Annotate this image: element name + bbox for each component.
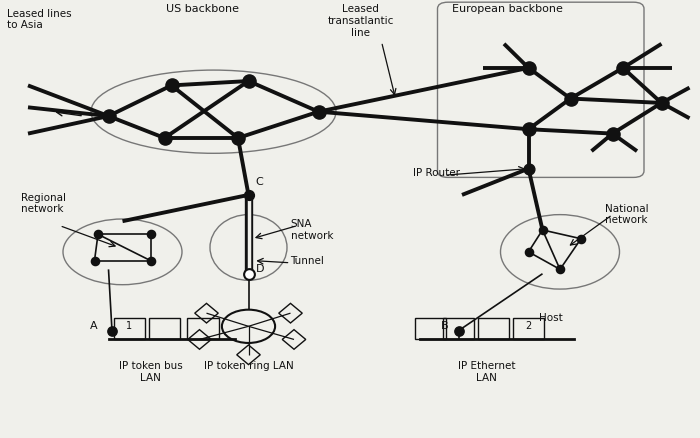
Point: [89, 257, 100, 264]
Point: [453, 327, 464, 334]
Point: [243, 270, 254, 277]
Bar: [443, 318, 475, 339]
Text: C: C: [256, 177, 263, 187]
Point: [617, 64, 629, 71]
Bar: [148, 318, 181, 339]
Text: US backbone: US backbone: [167, 4, 239, 14]
Text: Leased lines
to Asia: Leased lines to Asia: [7, 9, 71, 30]
Text: IP token ring LAN: IP token ring LAN: [204, 361, 293, 371]
Point: [243, 78, 254, 85]
Text: Leased
transatlantic
line: Leased transatlantic line: [328, 4, 393, 38]
Text: B: B: [440, 321, 448, 331]
Point: [103, 113, 114, 120]
Point: [106, 327, 118, 334]
Point: [656, 99, 667, 106]
Text: IP token bus
LAN: IP token bus LAN: [118, 361, 183, 383]
Point: [92, 231, 104, 238]
Text: Host: Host: [539, 313, 563, 323]
Point: [523, 126, 534, 133]
Point: [523, 64, 534, 71]
Text: IP Router: IP Router: [413, 168, 460, 178]
Point: [554, 266, 566, 273]
Point: [145, 231, 156, 238]
Text: European backbone: European backbone: [452, 4, 562, 14]
Point: [523, 248, 534, 255]
Point: [243, 191, 254, 198]
Point: [565, 95, 576, 102]
Text: SNA
network: SNA network: [290, 219, 333, 240]
Point: [159, 134, 170, 141]
Text: Tunnel: Tunnel: [290, 256, 324, 266]
Point: [523, 165, 534, 172]
Bar: [512, 318, 545, 339]
Point: [313, 108, 324, 115]
Bar: [113, 318, 146, 339]
Point: [607, 130, 618, 137]
Bar: [477, 318, 510, 339]
Text: Regional
network: Regional network: [21, 193, 66, 214]
Text: IP Ethernet
LAN: IP Ethernet LAN: [458, 361, 515, 383]
Point: [232, 134, 244, 141]
Point: [166, 82, 177, 89]
Text: 1: 1: [127, 321, 132, 331]
Text: A: A: [90, 321, 98, 331]
Point: [145, 257, 156, 264]
Point: [537, 226, 548, 233]
Point: [575, 235, 587, 242]
Text: 2: 2: [526, 321, 531, 331]
Bar: [187, 318, 218, 339]
Text: National
network: National network: [606, 204, 649, 225]
Text: D: D: [256, 265, 264, 274]
Bar: [414, 318, 447, 339]
